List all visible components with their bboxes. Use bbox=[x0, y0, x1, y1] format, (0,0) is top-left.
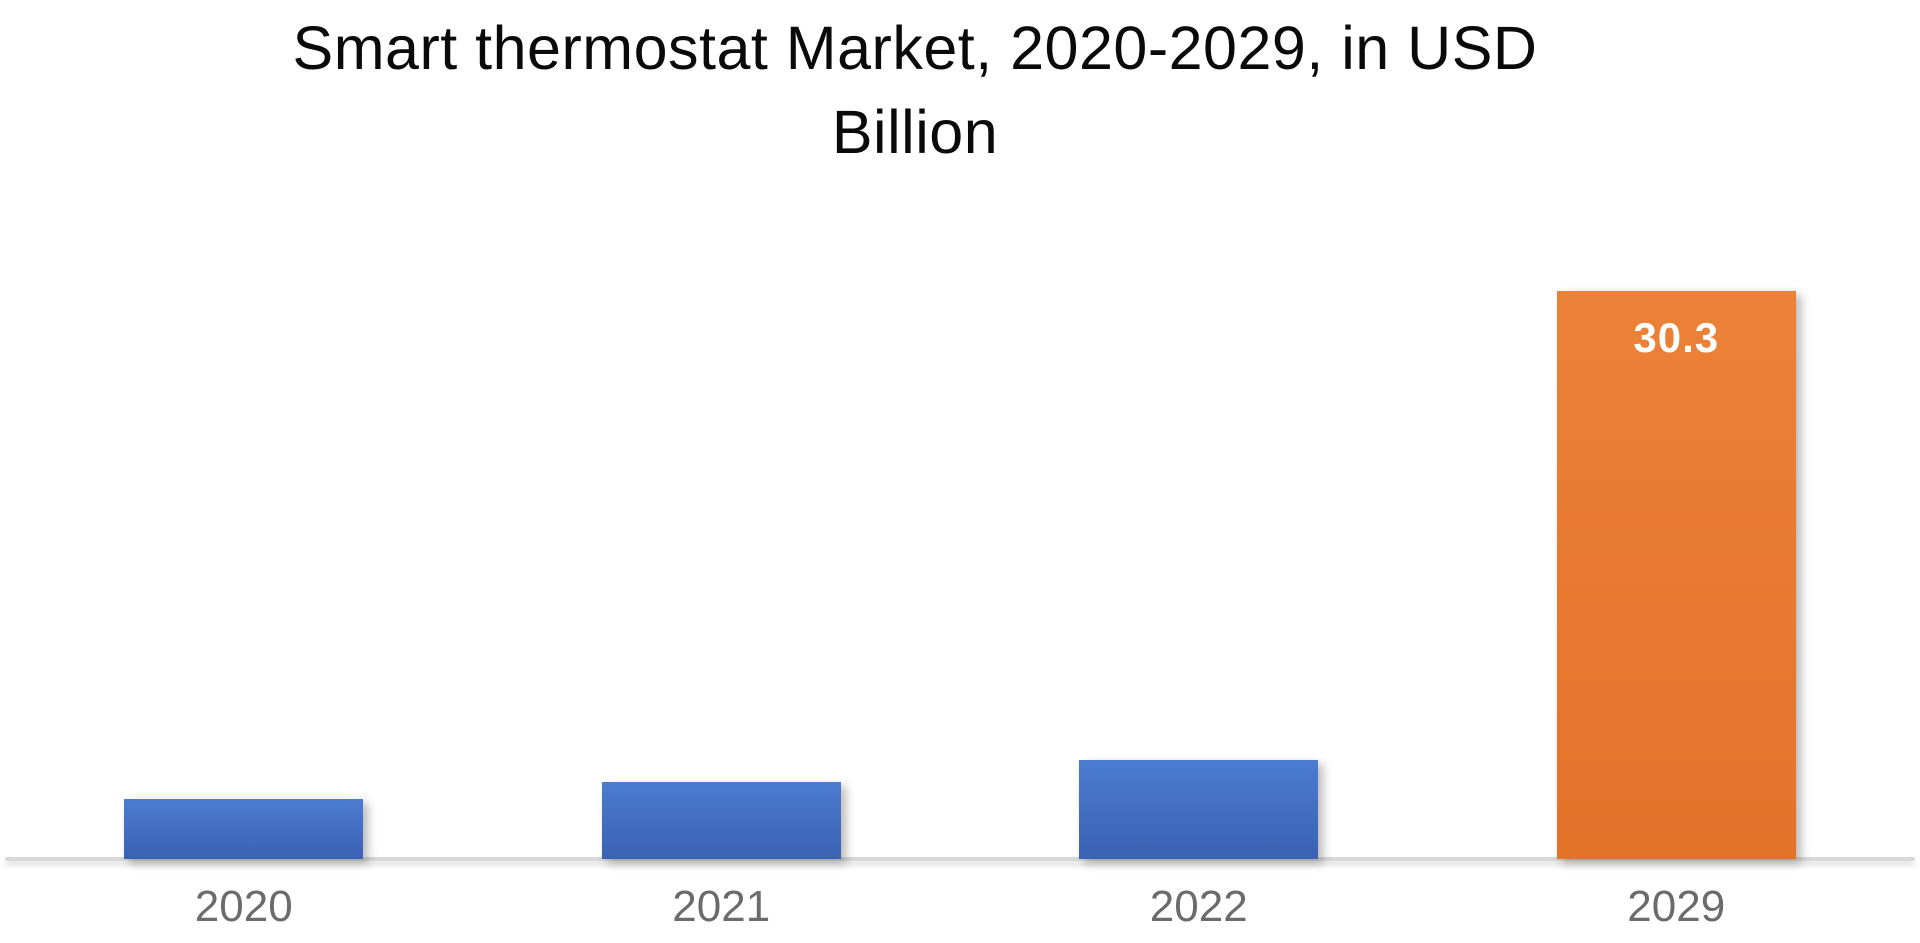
x-axis-line bbox=[5, 857, 1915, 861]
bar-2020 bbox=[124, 799, 364, 859]
bar-2029: 30.3 bbox=[1556, 290, 1796, 859]
x-tick-label-2029: 2029 bbox=[1627, 882, 1726, 931]
x-axis-labels: 2020 2021 2022 2029 bbox=[5, 882, 1915, 932]
plot-area: 30.3 bbox=[5, 259, 1915, 859]
chart-title: Smart thermostat Market, 2020-2029, in U… bbox=[0, 6, 1830, 174]
x-tick-label-2020: 2020 bbox=[194, 882, 293, 931]
data-label-2029: 30.3 bbox=[1633, 313, 1720, 361]
x-tick-label-2021: 2021 bbox=[672, 882, 771, 931]
bar-column-2022 bbox=[960, 259, 1438, 859]
bar-column-2029: 30.3 bbox=[1438, 259, 1916, 859]
bar-2022 bbox=[1079, 759, 1319, 859]
bar-2021 bbox=[601, 782, 841, 859]
chart-title-line2: Billion bbox=[831, 98, 999, 166]
x-tick-label-2022: 2022 bbox=[1149, 882, 1248, 931]
bar-column-2021 bbox=[483, 259, 961, 859]
bar-column-2020 bbox=[5, 259, 483, 859]
chart-title-line1: Smart thermostat Market, 2020-2029, in U… bbox=[292, 14, 1538, 82]
